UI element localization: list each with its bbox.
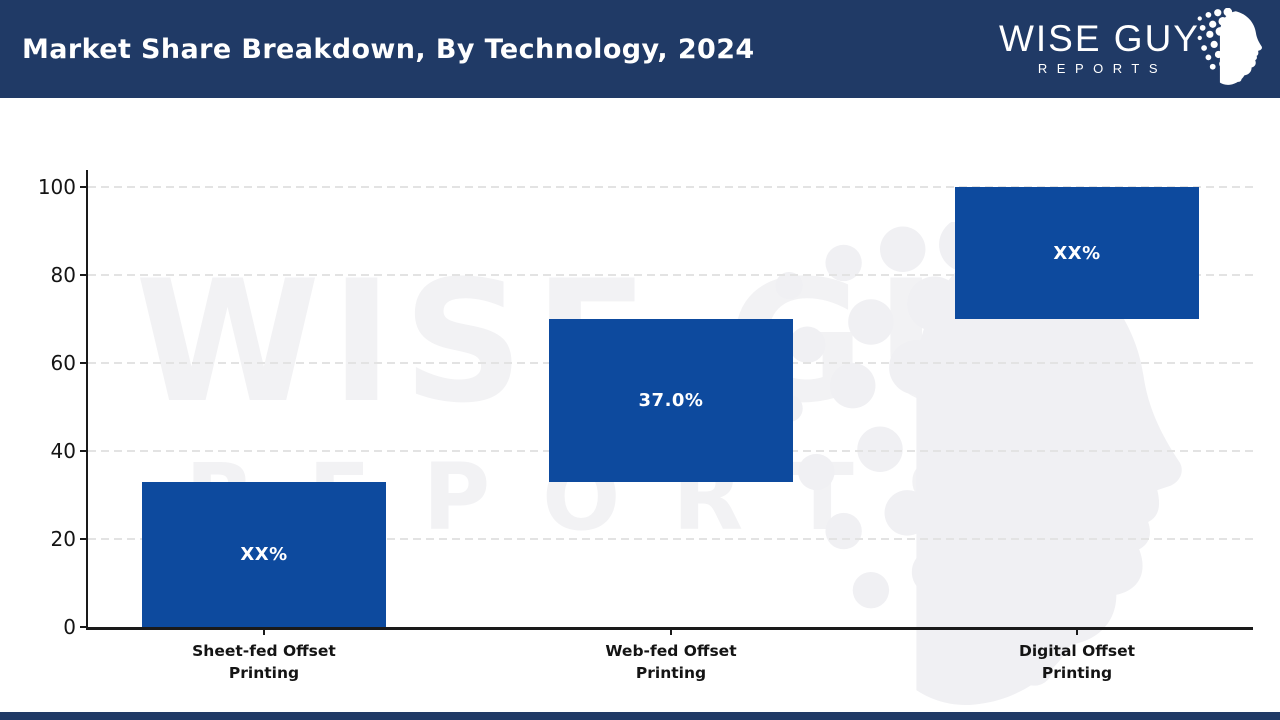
y-tick-mark bbox=[80, 274, 88, 276]
y-tick-label: 20 bbox=[50, 527, 76, 551]
y-tick-mark bbox=[80, 538, 88, 540]
footer-bar bbox=[0, 712, 1280, 720]
y-tick-label: 0 bbox=[63, 615, 76, 639]
page-title: Market Share Breakdown, By Technology, 2… bbox=[22, 34, 755, 65]
y-axis-line bbox=[86, 170, 88, 630]
gridline bbox=[88, 538, 1253, 540]
y-tick-label: 80 bbox=[50, 263, 76, 287]
bar-value-label: XX% bbox=[1053, 242, 1101, 264]
x-tick-mark bbox=[670, 627, 672, 635]
gridline bbox=[88, 186, 1253, 188]
logo-wordmark: WISE GUY REPORTS bbox=[998, 18, 1200, 76]
y-tick-mark bbox=[80, 450, 88, 452]
y-tick-label: 60 bbox=[50, 351, 76, 375]
gridline bbox=[88, 274, 1253, 276]
bar-value-label: XX% bbox=[240, 543, 288, 565]
logo-wordmark-text: WISE GUY bbox=[998, 18, 1200, 60]
x-tick-mark bbox=[263, 627, 265, 635]
watermark-face-icon bbox=[775, 222, 1182, 706]
bar-segment: XX% bbox=[955, 187, 1199, 319]
x-category-label: Web-fed Offset Printing bbox=[605, 642, 737, 682]
y-tick-mark bbox=[80, 362, 88, 364]
y-tick-mark bbox=[80, 626, 88, 628]
y-tick-label: 40 bbox=[50, 439, 76, 463]
logo-subtext: REPORTS bbox=[1037, 60, 1168, 76]
header-bar: Market Share Breakdown, By Technology, 2… bbox=[0, 0, 1280, 98]
bar-value-label: 37.0% bbox=[638, 389, 704, 411]
bar-segment: XX% bbox=[142, 481, 386, 627]
logo-face-icon bbox=[1197, 8, 1262, 85]
bar-segment: 37.0% bbox=[549, 319, 793, 482]
x-category-label: Digital Offset Printing bbox=[1018, 642, 1136, 682]
x-axis-line bbox=[86, 627, 1253, 630]
brand-logo: WISE GUY REPORTS bbox=[999, 8, 1266, 88]
y-tick-mark bbox=[80, 186, 88, 188]
x-tick-mark bbox=[1076, 627, 1078, 635]
x-category-label: Sheet-fed Offset Printing bbox=[192, 642, 336, 682]
y-tick-label: 100 bbox=[37, 175, 76, 199]
